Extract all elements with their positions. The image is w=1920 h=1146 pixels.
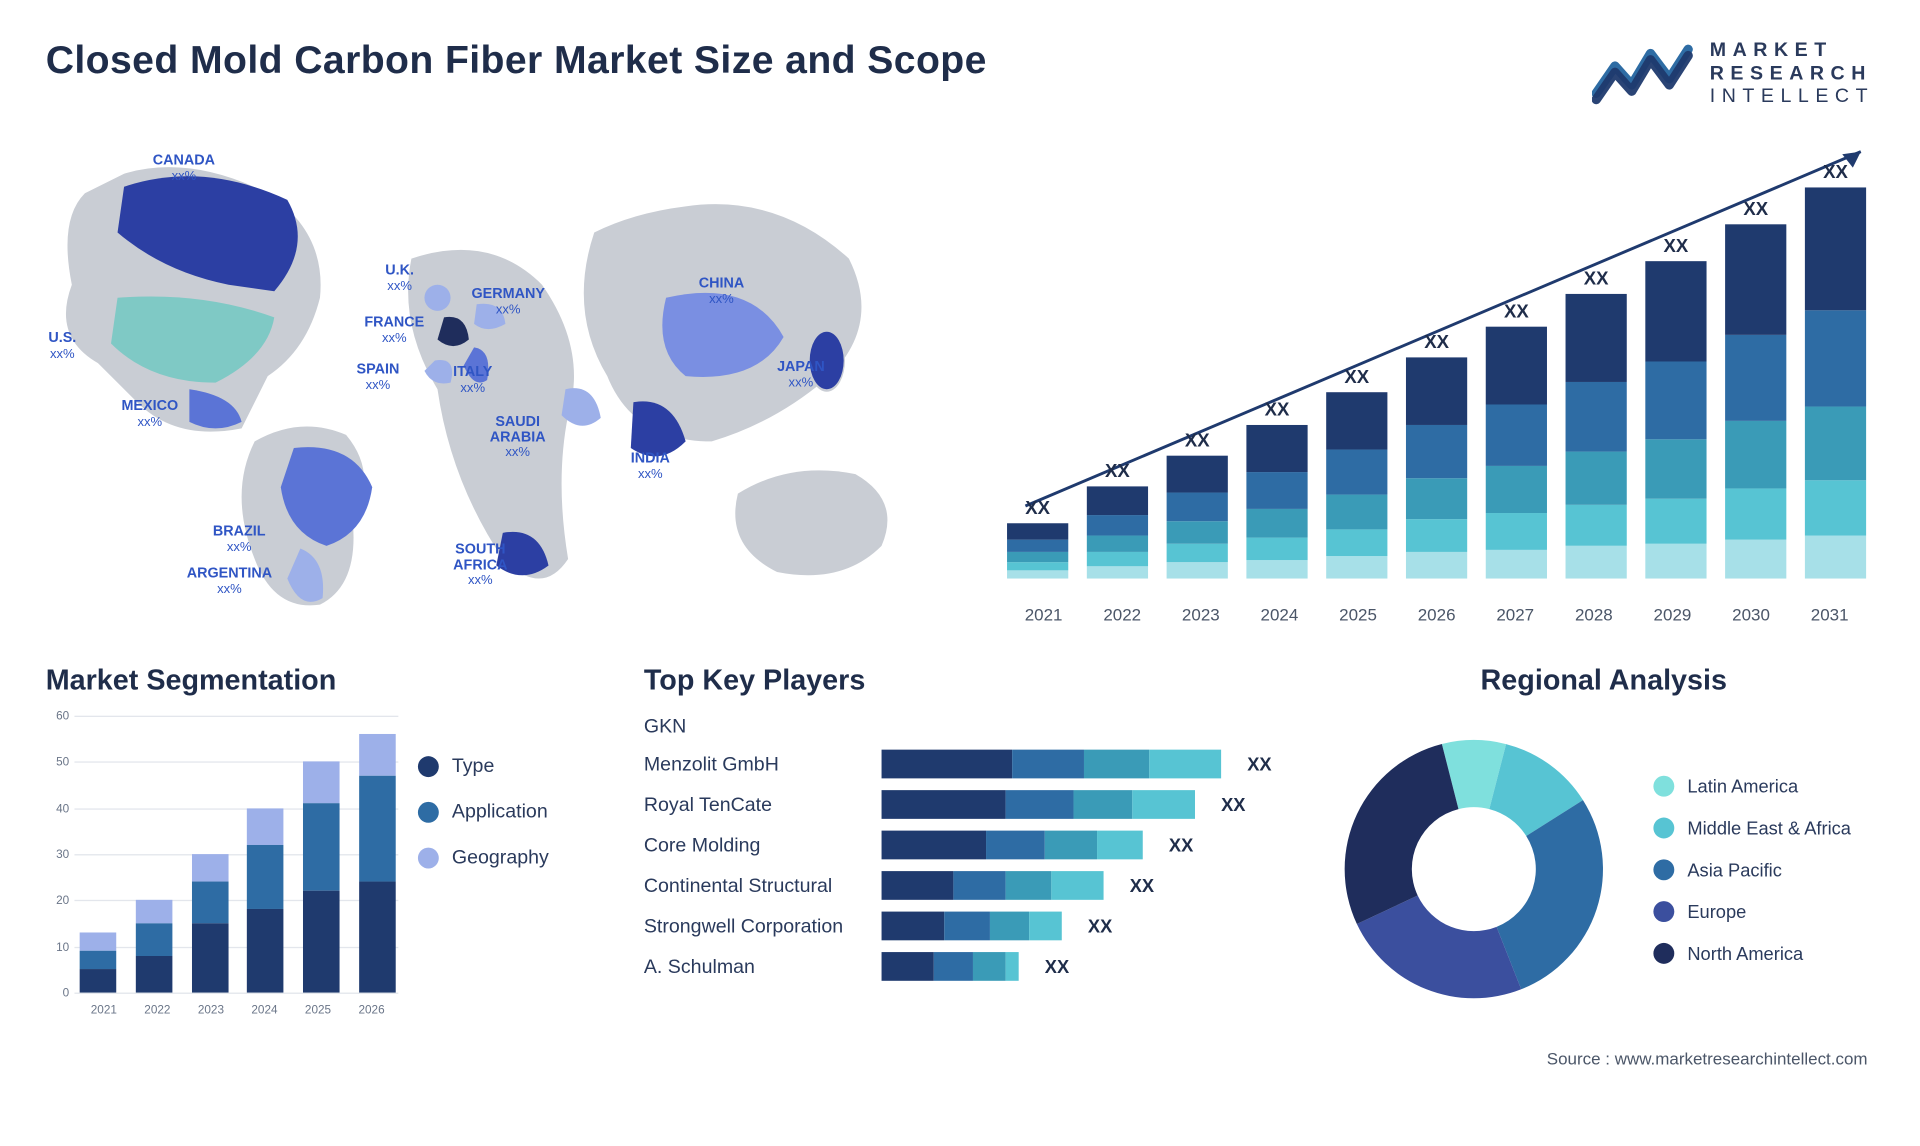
svg-text:XX: XX <box>1743 198 1768 219</box>
segmentation-title: Market Segmentation <box>46 664 608 698</box>
growth-year-label: 2027 <box>1476 605 1555 625</box>
country-label: U.S.xx% <box>48 332 76 362</box>
svg-text:XX: XX <box>1504 300 1529 321</box>
legend-item: Geography <box>418 846 549 868</box>
player-row: A. SchulmanXX <box>644 952 1297 981</box>
source-text: Source : www.marketresearchintellect.com <box>1547 1049 1868 1069</box>
country-label: JAPANxx% <box>777 361 825 391</box>
player-row: GKN <box>644 716 1297 738</box>
regional-title: Regional Analysis <box>1333 664 1874 698</box>
brand-logo: MARKET RESEARCH INTELLECT <box>1592 39 1874 108</box>
segmentation-legend: Type Application Geography <box>418 716 549 1016</box>
regional-legend: Latin America Middle East & Africa Asia Pa… <box>1653 775 1851 963</box>
growth-year-label: 2023 <box>1162 605 1241 625</box>
country-label: SAUDIARABIAxx% <box>490 415 546 460</box>
country-label: SOUTHAFRICAxx% <box>453 543 507 588</box>
country-label: GERMANYxx% <box>471 287 544 317</box>
legend-item: Middle East & Africa <box>1653 817 1851 838</box>
logo-line2: RESEARCH <box>1710 62 1874 85</box>
country-label: ARGENTINAxx% <box>187 567 272 597</box>
svg-text:XX: XX <box>1584 268 1609 289</box>
segmentation-chart: 0102030405060 202120222023202420252026 <box>46 716 399 1016</box>
player-row: Strongwell CorporationXX <box>644 912 1297 941</box>
growth-year-label: 2026 <box>1397 605 1476 625</box>
regional-donut <box>1333 729 1614 1010</box>
logo-line3: INTELLECT <box>1710 85 1874 108</box>
growth-year-label: 2031 <box>1790 605 1869 625</box>
country-label: U.K.xx% <box>385 264 414 294</box>
growth-year-label: 2030 <box>1712 605 1791 625</box>
growth-year-label: 2028 <box>1555 605 1634 625</box>
country-label: SPAINxx% <box>357 363 400 393</box>
svg-text:XX: XX <box>1185 429 1210 450</box>
legend-item: Type <box>418 755 549 777</box>
svg-text:XX: XX <box>1025 497 1050 518</box>
growth-year-label: 2024 <box>1240 605 1319 625</box>
svg-text:XX: XX <box>1265 399 1290 420</box>
country-label: MEXICOxx% <box>121 400 178 430</box>
legend-item: Europe <box>1653 901 1851 922</box>
growth-year-label: 2022 <box>1083 605 1162 625</box>
growth-year-label: 2021 <box>1004 605 1083 625</box>
legend-item: Application <box>418 801 549 823</box>
country-label: CANADAxx% <box>153 154 215 184</box>
player-row: Continental StructuralXX <box>644 871 1297 900</box>
players-chart: GKN Menzolit GmbHXX Royal TenCateXX Core Mo… <box>644 716 1297 981</box>
legend-item: North America <box>1653 942 1851 963</box>
country-label: BRAZILxx% <box>213 525 266 555</box>
svg-text:XX: XX <box>1664 235 1689 256</box>
growth-chart: XXXXXXXXXXXXXXXXXXXXXX 20212022202320242… <box>999 141 1874 624</box>
svg-text:XX: XX <box>1344 366 1369 387</box>
player-row: Menzolit GmbHXX <box>644 750 1297 779</box>
world-map: CANADAxx% U.S.xx% MEXICOxx% BRAZILxx% ARGENT… <box>46 141 960 624</box>
country-label: INDIAxx% <box>631 452 670 482</box>
growth-year-label: 2025 <box>1319 605 1398 625</box>
svg-text:XX: XX <box>1823 161 1848 182</box>
country-label: ITALYxx% <box>453 366 492 396</box>
logo-line1: MARKET <box>1710 39 1874 62</box>
country-label: FRANCExx% <box>364 316 424 346</box>
svg-text:XX: XX <box>1424 331 1449 352</box>
page-title: Closed Mold Carbon Fiber Market Size and… <box>46 39 987 83</box>
svg-text:XX: XX <box>1105 460 1130 481</box>
player-row: Royal TenCateXX <box>644 790 1297 819</box>
legend-item: Latin America <box>1653 775 1851 796</box>
player-row: Core MoldingXX <box>644 831 1297 860</box>
logo-icon <box>1592 41 1696 106</box>
growth-year-label: 2029 <box>1633 605 1712 625</box>
legend-item: Asia Pacific <box>1653 859 1851 880</box>
country-label: CHINAxx% <box>699 277 745 307</box>
players-title: Top Key Players <box>644 664 1297 698</box>
